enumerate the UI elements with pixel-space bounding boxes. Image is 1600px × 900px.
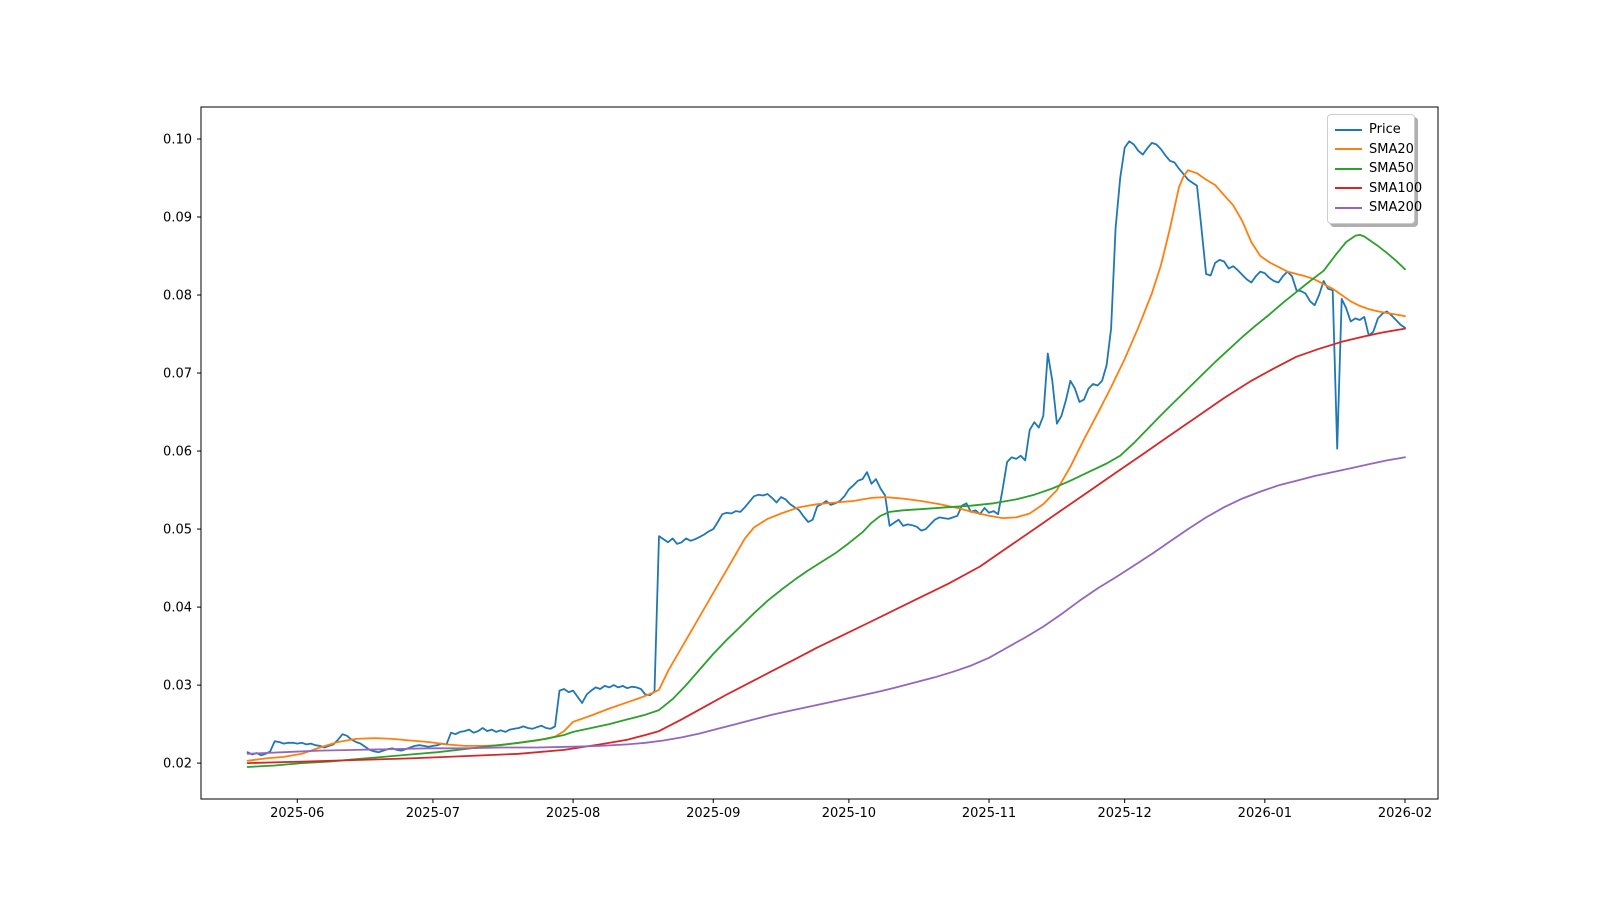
sma200-legend-line-icon (1335, 206, 1362, 209)
y-tick-label: 0.10 (163, 132, 192, 147)
sma100-line (246, 327, 1406, 764)
legend-label: SMA200 (1369, 200, 1423, 216)
legend-label: SMA20 (1369, 141, 1414, 157)
x-tick-label: 2026-01 (1238, 806, 1292, 821)
legend-entry-sma100: SMA100 (1335, 179, 1422, 199)
y-tick-label: 0.05 (163, 523, 192, 538)
y-tick-label: 0.07 (163, 367, 192, 382)
y-tick-label: 0.06 (163, 445, 192, 460)
x-tick-label: 2025-10 (822, 806, 876, 821)
y-tick-label: 0.03 (163, 679, 192, 694)
sma50-legend-line-icon (1335, 167, 1362, 170)
sma50-line (246, 233, 1406, 768)
legend-entry-sma50: SMA50 (1335, 159, 1414, 179)
legend: Price SMA20 SMA50 SMA100 SMA200 (1327, 114, 1422, 224)
y-tick-label: 0.02 (163, 757, 192, 772)
plot-border (200, 106, 1439, 800)
x-tick-label: 2025-08 (546, 806, 600, 821)
price-line (246, 140, 1406, 757)
legend-label: SMA50 (1369, 161, 1414, 177)
legend-entry-sma200: SMA200 (1335, 198, 1422, 218)
x-tick-label: 2025-12 (1098, 806, 1152, 821)
y-tick-label: 0.04 (163, 601, 192, 616)
x-tick-label: 2025-09 (686, 806, 740, 821)
legend-entry-price: Price (1335, 120, 1406, 140)
y-tick-label: 0.08 (163, 289, 192, 304)
legend-entry-sma20: SMA20 (1335, 140, 1414, 160)
sma20-legend-line-icon (1335, 148, 1362, 151)
sma100-legend-line-icon (1335, 187, 1362, 190)
sma200-line (246, 456, 1406, 755)
x-tick-label: 2025-06 (270, 806, 324, 821)
legend-label: SMA100 (1369, 180, 1423, 196)
x-tick-label: 2025-07 (406, 806, 460, 821)
y-tick-label: 0.09 (163, 211, 192, 226)
x-tick-label: 2026-02 (1378, 806, 1432, 821)
price-legend-line-icon (1335, 128, 1362, 131)
sma20-line (246, 169, 1406, 762)
legend-label: Price (1369, 122, 1401, 138)
x-tick-label: 2025-11 (962, 806, 1016, 821)
